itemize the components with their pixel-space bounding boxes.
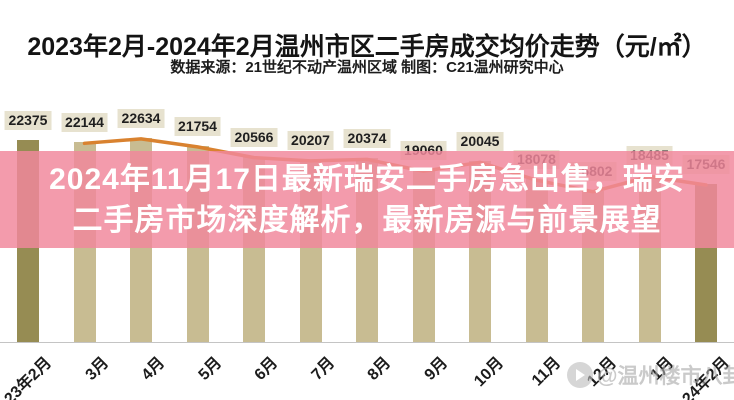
bar-value-label: 22634 xyxy=(117,108,165,128)
bar-value-label: 22144 xyxy=(61,113,108,133)
bar-value-label: 20566 xyxy=(230,127,278,147)
bar-value-label: 20207 xyxy=(287,130,334,150)
watermark-text: @温州楼市八卦 xyxy=(597,365,734,388)
bar-value-label: 20045 xyxy=(456,132,504,152)
watermark: @温州楼市八卦 xyxy=(567,360,734,390)
bar-value-label: 21754 xyxy=(174,116,221,136)
play-camera-icon xyxy=(567,362,593,388)
bar-value-label: 20374 xyxy=(343,129,391,149)
x-axis-line xyxy=(0,342,734,343)
page-title: 2023年2月-2024年2月温州市区二手房成交均价走势（元/㎡） xyxy=(27,33,707,61)
bar-value-label: 22375 xyxy=(4,111,52,131)
headline-banner: 2024年11月17日最新瑞安二手房急出售，瑞安 二手房市场深度解析，最新房源与… xyxy=(0,151,734,248)
chart-subtitle: 数据来源：21世纪不动产温州区域 制图：C21温州研究中心 xyxy=(170,59,564,76)
headline-line-2: 二手房市场深度解析，最新房源与前景展望 xyxy=(72,203,662,237)
headline-line-1: 2024年11月17日最新瑞安二手房急出售，瑞安 xyxy=(49,162,685,196)
